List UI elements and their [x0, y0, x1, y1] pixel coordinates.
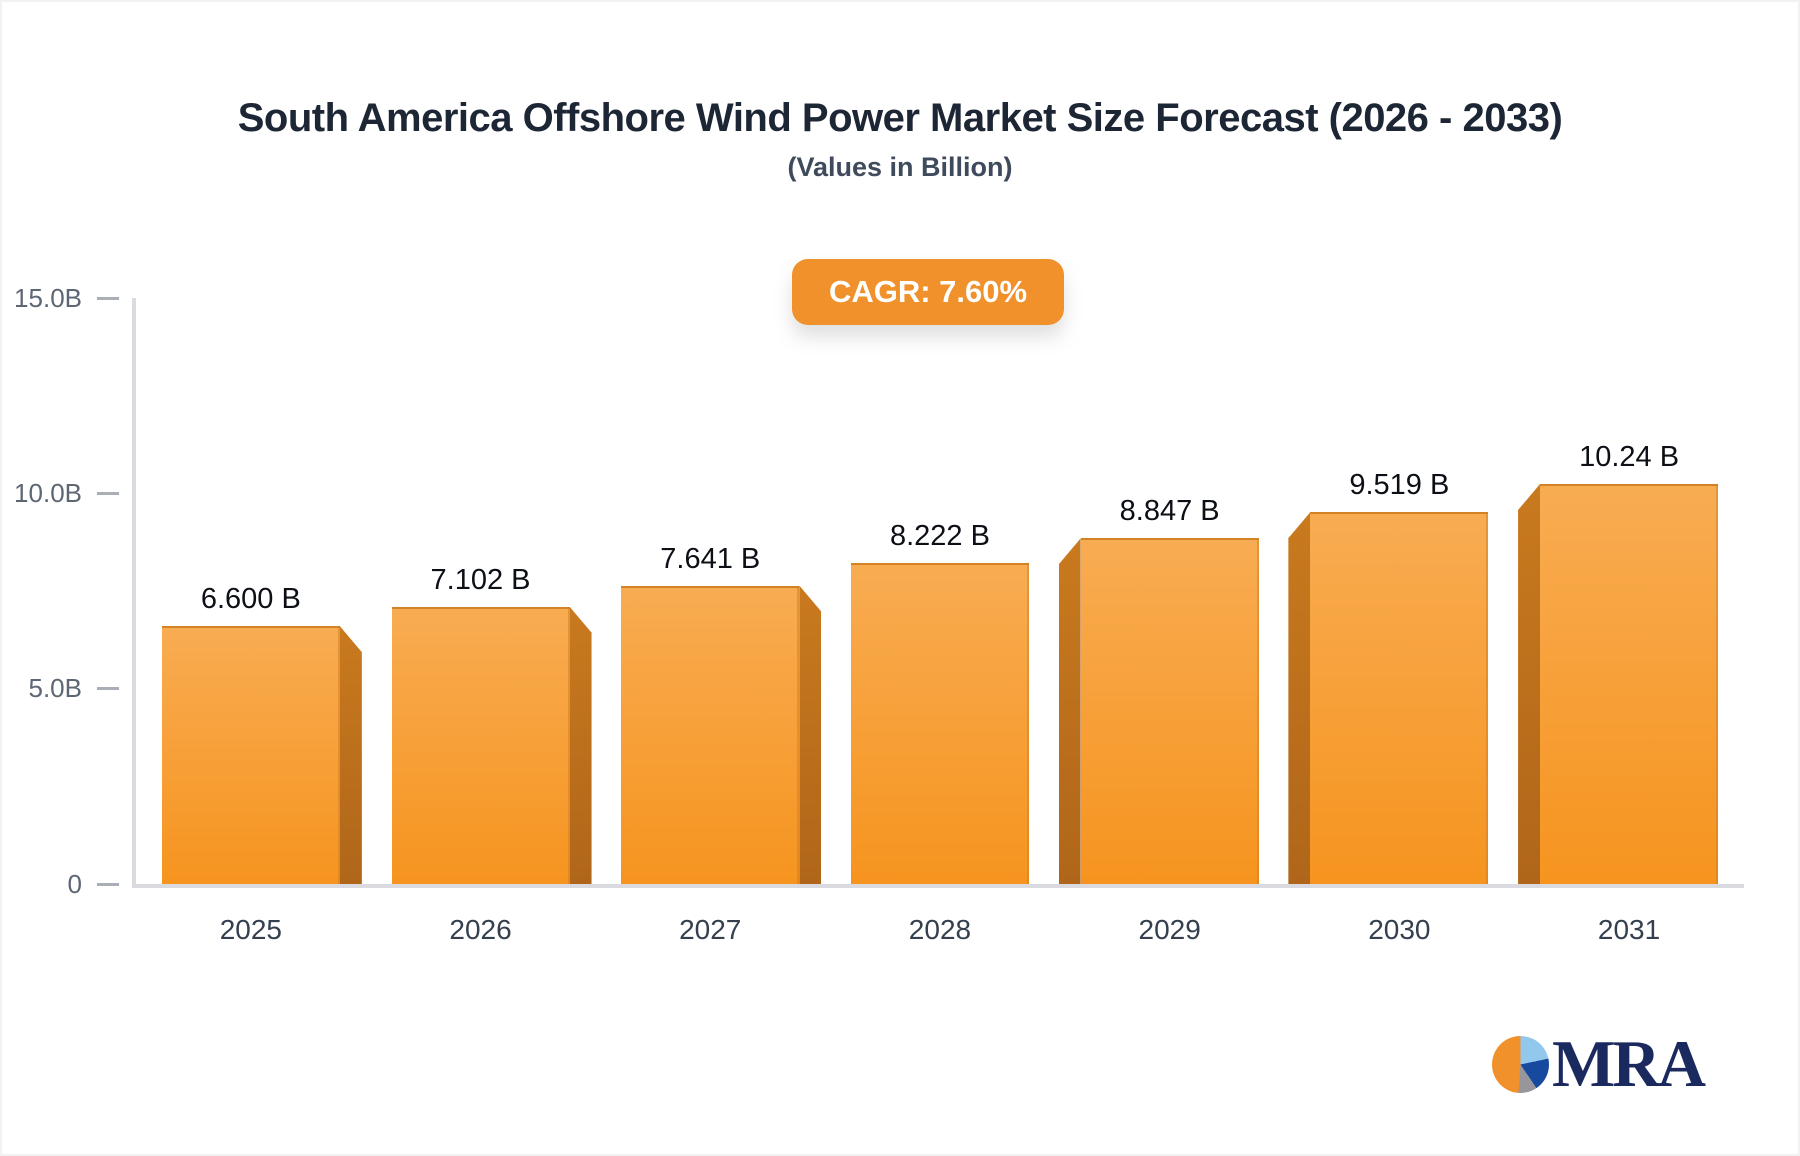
bar-series: 6.600 B 2025 7.102 B 2026 7.641 B 2027 8.222 B… — [136, 298, 1744, 945]
bar-value-label: 6.600 B — [200, 583, 301, 616]
bar-2031: 10.24 B — [1518, 441, 1719, 884]
bar-3d-side — [1058, 538, 1081, 884]
bar-2029: 8.847 B — [1058, 495, 1259, 884]
cagr-badge-label: CAGR: 7.60% — [828, 274, 1028, 309]
x-axis-label: 2027 — [679, 914, 742, 945]
bar-slot-2027: 7.641 B 2027 — [621, 298, 822, 945]
cagr-badge: CAGR: 7.60% — [792, 259, 1064, 325]
pie-chart-logo-icon — [1491, 1036, 1549, 1093]
y-tick-mark — [97, 687, 119, 691]
bar-2025: 6.600 B — [161, 583, 362, 884]
y-tick-label: 5.0B — [28, 673, 83, 704]
bar-value-label: 8.847 B — [1119, 495, 1220, 528]
mra-logo: MRA — [1491, 1027, 1706, 1101]
y-tick: 5.0B — [2, 673, 119, 704]
bar-value-label: 8.222 B — [889, 519, 990, 552]
x-axis-label: 2030 — [1368, 914, 1431, 945]
y-tick: 10.0B — [2, 477, 119, 508]
bar-slot-2029: 8.847 B 2029 — [1058, 298, 1259, 945]
bar-value-label: 10.24 B — [1579, 440, 1680, 473]
chart-subtitle: (Values in Billion) — [787, 152, 1013, 182]
x-axis-label: 2031 — [1597, 914, 1661, 945]
plot-area: 0 5.0B 10.0B 15.0B 6.600 B 2025 7.102 B 2026 7.… — [14, 283, 1744, 945]
bar-3d-side — [799, 585, 822, 884]
y-tick-mark — [97, 296, 119, 300]
bar-value-label: 7.102 B — [430, 563, 531, 596]
bar-2026: 7.102 B — [391, 564, 592, 884]
bar-slot-2028: 8.222 B 2028 — [850, 298, 1029, 945]
y-tick-mark — [97, 882, 119, 886]
x-axis-label: 2028 — [908, 914, 972, 945]
chart-title: South America Offshore Wind Power Market… — [237, 96, 1563, 140]
bar-2030: 9.519 B — [1288, 469, 1489, 884]
y-tick-mark — [97, 491, 119, 495]
bar-slot-2025: 6.600 B 2025 — [161, 298, 362, 945]
bar-value-label: 7.641 B — [660, 542, 761, 575]
y-tick-label: 0 — [67, 868, 82, 899]
x-axis-label: 2029 — [1138, 914, 1201, 945]
bar-slot-2031: 10.24 B 2031 — [1518, 298, 1719, 945]
bar-2027: 7.641 B — [621, 543, 822, 884]
bar-3d-side — [339, 626, 362, 884]
y-tick: 15.0B — [2, 282, 119, 313]
bar-slot-2026: 7.102 B 2026 — [391, 298, 592, 945]
bar-3d-side — [569, 606, 592, 884]
bar-3d-side — [1288, 512, 1311, 884]
y-tick: 0 — [2, 868, 119, 899]
bar-slot-2030: 9.519 B 2030 — [1288, 298, 1489, 945]
bar-3d-side — [1518, 483, 1541, 884]
y-tick-label: 10.0B — [14, 477, 82, 508]
logo-text: MRA — [1551, 1027, 1706, 1101]
y-tick-label: 15.0B — [14, 282, 82, 313]
bar-value-label: 9.519 B — [1349, 469, 1450, 502]
bar-2028: 8.222 B — [850, 520, 1029, 884]
x-axis-label: 2025 — [219, 914, 282, 945]
x-axis-label: 2026 — [449, 914, 512, 945]
